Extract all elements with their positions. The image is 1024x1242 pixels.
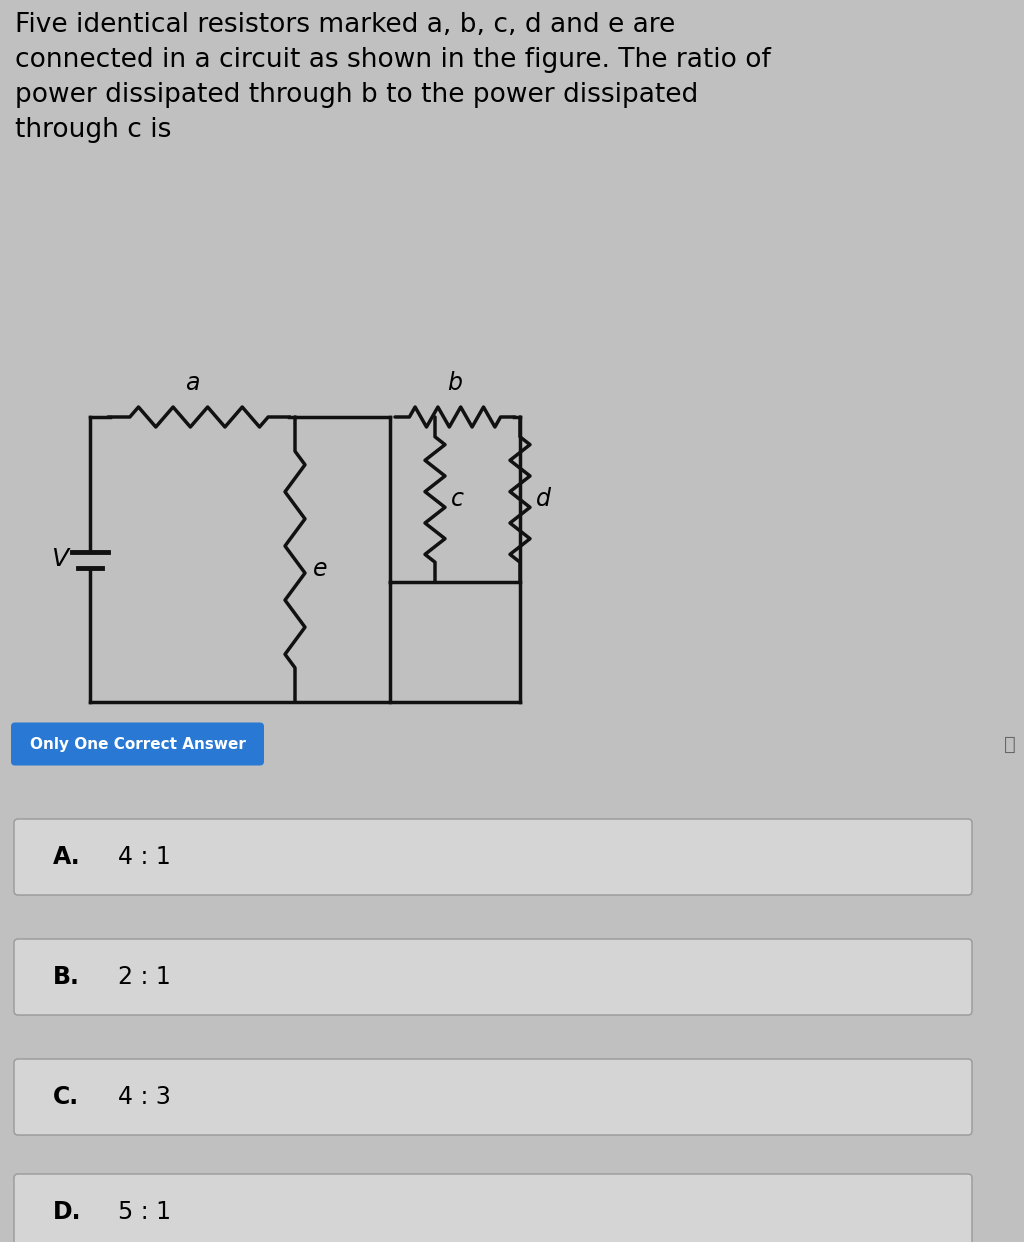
- Text: c: c: [451, 488, 464, 512]
- Text: a: a: [185, 371, 200, 395]
- FancyBboxPatch shape: [11, 723, 264, 765]
- FancyBboxPatch shape: [14, 939, 972, 1015]
- Text: 2 : 1: 2 : 1: [118, 965, 171, 989]
- Text: d: d: [536, 488, 551, 512]
- Text: A.: A.: [53, 845, 81, 869]
- Text: Five identical resistors marked a, b, c, d and e are
connected in a circuit as s: Five identical resistors marked a, b, c,…: [15, 12, 771, 143]
- Text: Only One Correct Answer: Only One Correct Answer: [30, 737, 246, 751]
- Text: B.: B.: [53, 965, 80, 989]
- Text: 4 : 1: 4 : 1: [118, 845, 171, 869]
- Text: V: V: [51, 548, 69, 571]
- Text: C.: C.: [53, 1086, 79, 1109]
- Text: e: e: [313, 558, 328, 581]
- Text: ⓘ: ⓘ: [1005, 734, 1016, 754]
- Text: b: b: [447, 371, 463, 395]
- Text: D.: D.: [53, 1200, 82, 1225]
- FancyBboxPatch shape: [14, 818, 972, 895]
- Text: 4 : 3: 4 : 3: [118, 1086, 171, 1109]
- FancyBboxPatch shape: [14, 1174, 972, 1242]
- Text: 5 : 1: 5 : 1: [118, 1200, 171, 1225]
- FancyBboxPatch shape: [14, 1059, 972, 1135]
